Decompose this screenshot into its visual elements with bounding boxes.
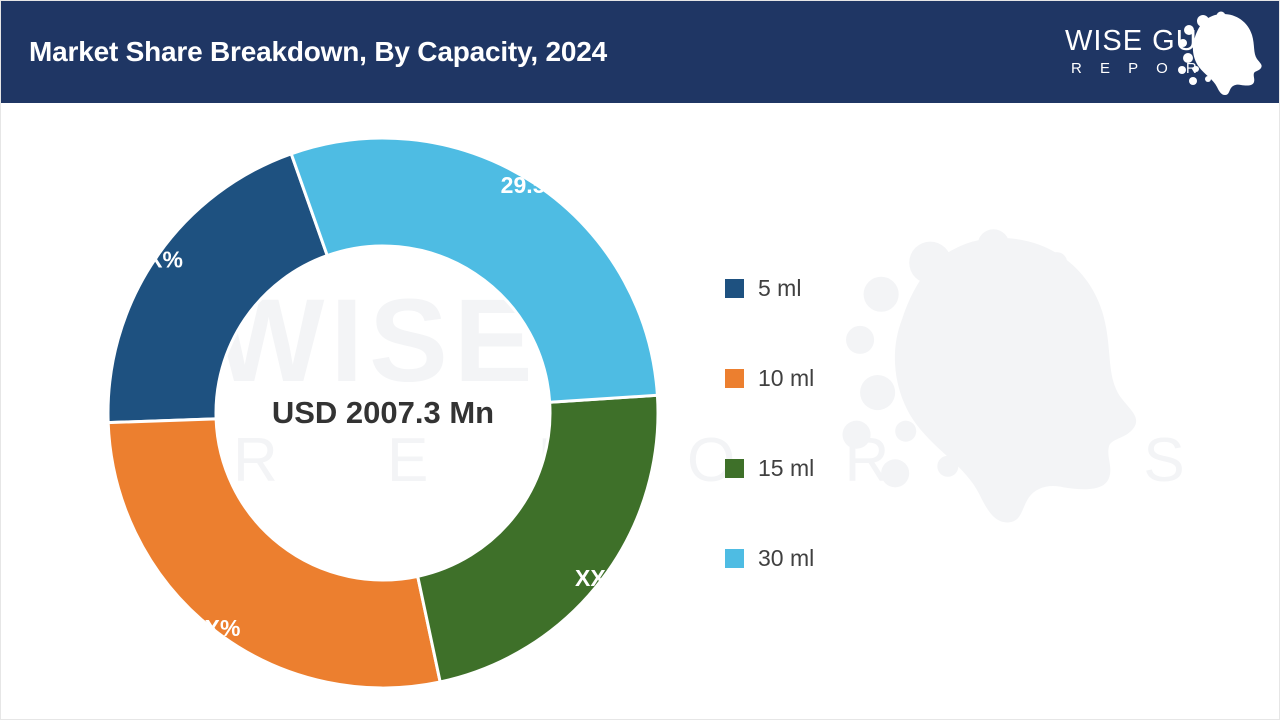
donut-chart: XX% XX% XX% 29.5% USD 2007.3 Mn	[1, 103, 1279, 719]
donut-slice-5-ml[interactable]	[106, 151, 330, 425]
legend-swatch-icon	[725, 368, 744, 388]
donut-chart-svg: XX% XX% XX% 29.5%	[106, 136, 660, 690]
legend-item-label: 15 ml	[758, 454, 815, 481]
header-bar: Market Share Breakdown, By Capacity, 202…	[1, 1, 1279, 103]
donut-slices	[106, 136, 660, 690]
legend-item-1[interactable]: 10 ml	[725, 333, 955, 423]
legend-swatch-icon	[725, 278, 744, 298]
legend-item-label: 5 ml	[758, 274, 802, 301]
legend-item-label: 10 ml	[758, 364, 815, 391]
legend-item-2[interactable]: 15 ml	[725, 423, 955, 513]
legend-item-label: 30 ml	[758, 544, 815, 571]
donut-center-value: USD 2007.3 Mn	[271, 395, 495, 430]
head-dots-icon	[1178, 11, 1262, 95]
chart-legend: 5 ml 10 ml 15 ml 30 ml	[725, 243, 955, 603]
donut-slice-30-ml[interactable]	[289, 136, 660, 404]
donut-slice-15-ml[interactable]	[415, 393, 660, 684]
legend-item-3[interactable]: 30 ml	[725, 513, 955, 603]
donut-slice-10-ml[interactable]	[106, 417, 442, 690]
page-title: Market Share Breakdown, By Capacity, 202…	[29, 36, 607, 67]
legend-swatch-icon	[725, 458, 744, 478]
donut-slice-label: XX%	[132, 246, 183, 272]
legend-item-0[interactable]: 5 ml	[725, 243, 955, 333]
donut-slice-labels: XX% XX% XX% 29.5%	[132, 172, 626, 641]
brand-logo: WISE GUY R E P O R T S	[1043, 7, 1273, 99]
legend-swatch-icon	[725, 548, 744, 568]
donut-slice-label: 29.5%	[501, 172, 566, 198]
donut-slice-label: XX%	[575, 565, 626, 591]
chart-area: WISE R E P O R T S	[1, 103, 1279, 719]
donut-slice-label: XX%	[189, 615, 240, 641]
